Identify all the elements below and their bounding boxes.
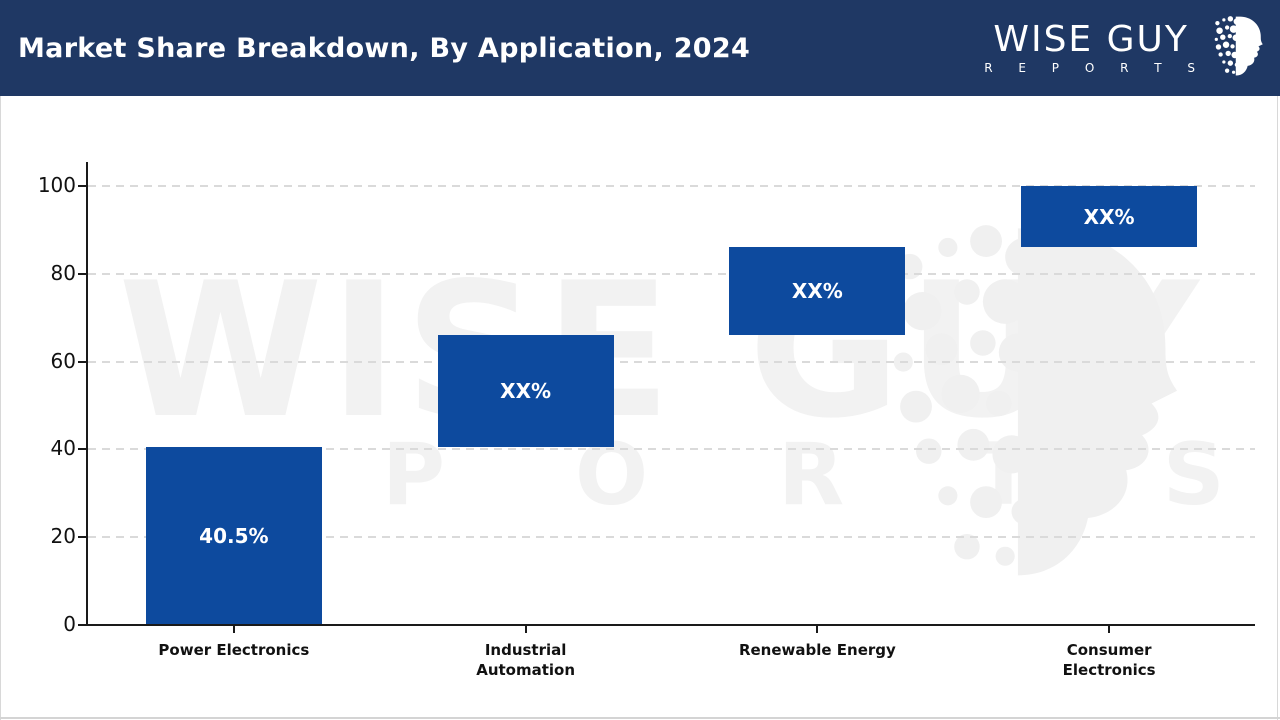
bar-power-electronics: 40.5%: [145, 447, 322, 625]
x-category-label-consumer-electronics: Consumer Electronics: [1062, 641, 1156, 680]
y-tick-80: [78, 272, 86, 275]
x-tick-power-electronics: [232, 626, 235, 633]
bar-value-label: XX%: [500, 379, 552, 404]
x-category-label-renewable-energy: Renewable Energy: [738, 641, 896, 659]
y-tick-label-100: 100: [37, 173, 76, 197]
gridline-y-80: [88, 272, 1255, 275]
brand-name: WISE GUY: [993, 18, 1189, 60]
y-tick-60: [78, 360, 86, 363]
page-title: Market Share Breakdown, By Application, …: [18, 32, 751, 64]
y-tick-label-0: 0: [63, 612, 76, 636]
watermark-head-icon: [872, 222, 1202, 604]
x-tick-industrial-automation: [524, 626, 527, 633]
y-tick-label-20: 20: [50, 524, 76, 549]
y-tick-0: [78, 624, 86, 626]
y-tick-40: [78, 448, 86, 451]
gridline-y-20: [88, 536, 1255, 539]
bar-renewable-energy: XX%: [729, 247, 906, 336]
bar-value-label: 40.5%: [199, 524, 269, 549]
gridline-y-100: [88, 185, 1255, 187]
x-category-label-power-electronics: Power Electronics: [158, 641, 310, 659]
x-tick-renewable-energy: [816, 626, 819, 633]
brand-logo-text: WISE GUY R E P O R T S: [976, 18, 1206, 75]
y-tick-label-60: 60: [50, 348, 76, 373]
bar-industrial-automation: XX%: [437, 335, 614, 448]
x-tick-consumer-electronics: [1108, 626, 1111, 633]
bar-value-label: XX%: [1083, 204, 1135, 229]
y-tick-label-80: 80: [50, 260, 76, 285]
x-axis-spine: [86, 624, 1255, 626]
dot-head-icon: [1212, 9, 1266, 87]
brand-logo: WISE GUY R E P O R T S: [976, 9, 1266, 87]
bar-consumer-electronics: XX%: [1021, 186, 1198, 248]
brand-subtitle: R E P O R T S: [984, 60, 1206, 75]
page-bottom-border: [0, 717, 1280, 719]
y-tick-100: [78, 185, 86, 187]
gridline-y-60: [88, 360, 1255, 363]
y-tick-20: [78, 536, 86, 539]
header-bar: Market Share Breakdown, By Application, …: [0, 0, 1280, 96]
y-axis-spine: [86, 162, 88, 625]
y-tick-label-40: 40: [50, 436, 76, 461]
bar-value-label: XX%: [791, 279, 843, 304]
gridline-y-40: [88, 448, 1255, 451]
x-category-label-industrial-automation: Industrial Automation: [476, 641, 576, 680]
